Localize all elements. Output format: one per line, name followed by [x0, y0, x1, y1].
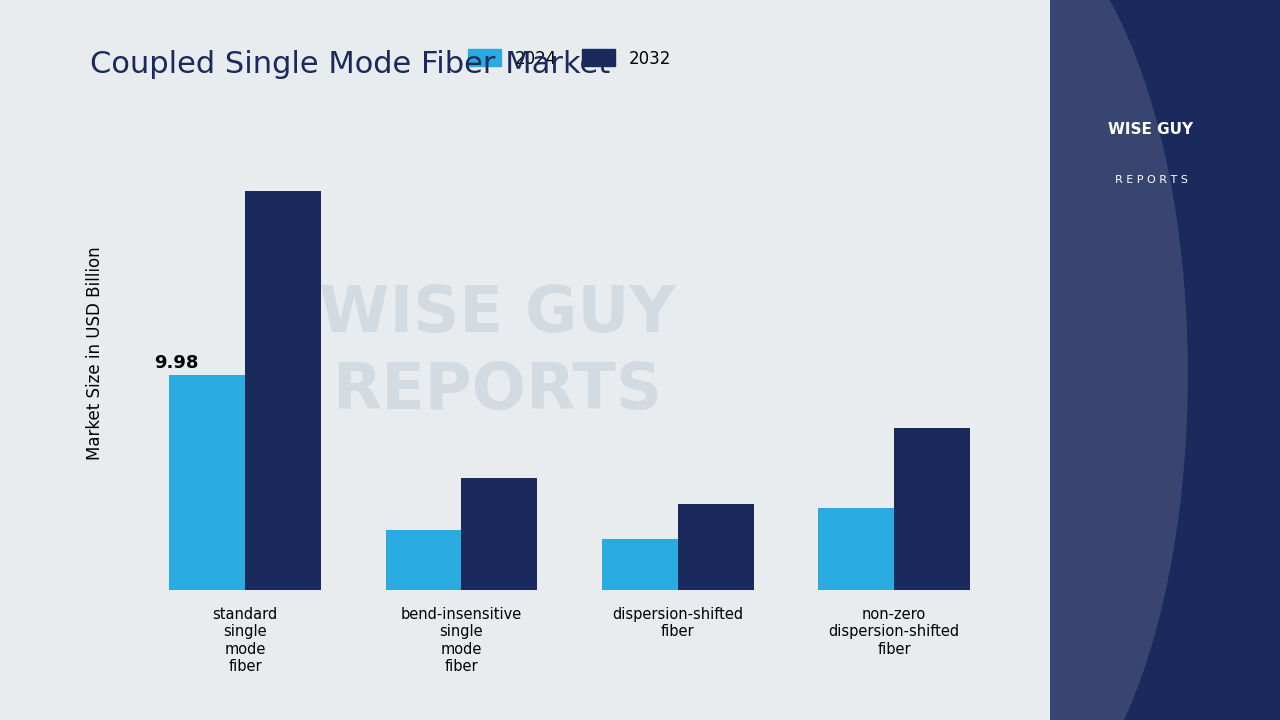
Text: Coupled Single Mode Fiber Market: Coupled Single Mode Fiber Market — [90, 50, 609, 79]
Bar — [169, 375, 244, 590]
Text: 9.98: 9.98 — [154, 354, 198, 372]
Bar — [244, 191, 321, 590]
Text: WISE GUY
REPORTS: WISE GUY REPORTS — [319, 284, 676, 422]
Ellipse shape — [796, 0, 1188, 720]
Text: R E P O R T S: R E P O R T S — [1115, 175, 1188, 185]
Bar — [818, 508, 895, 590]
Bar — [678, 504, 754, 590]
Legend: 2024, 2032: 2024, 2032 — [462, 42, 677, 74]
Bar — [385, 530, 461, 590]
Bar — [602, 539, 678, 590]
Text: WISE GUY: WISE GUY — [1108, 122, 1193, 137]
Bar — [461, 478, 538, 590]
Bar — [895, 428, 970, 590]
Y-axis label: Market Size in USD Billion: Market Size in USD Billion — [86, 246, 104, 459]
